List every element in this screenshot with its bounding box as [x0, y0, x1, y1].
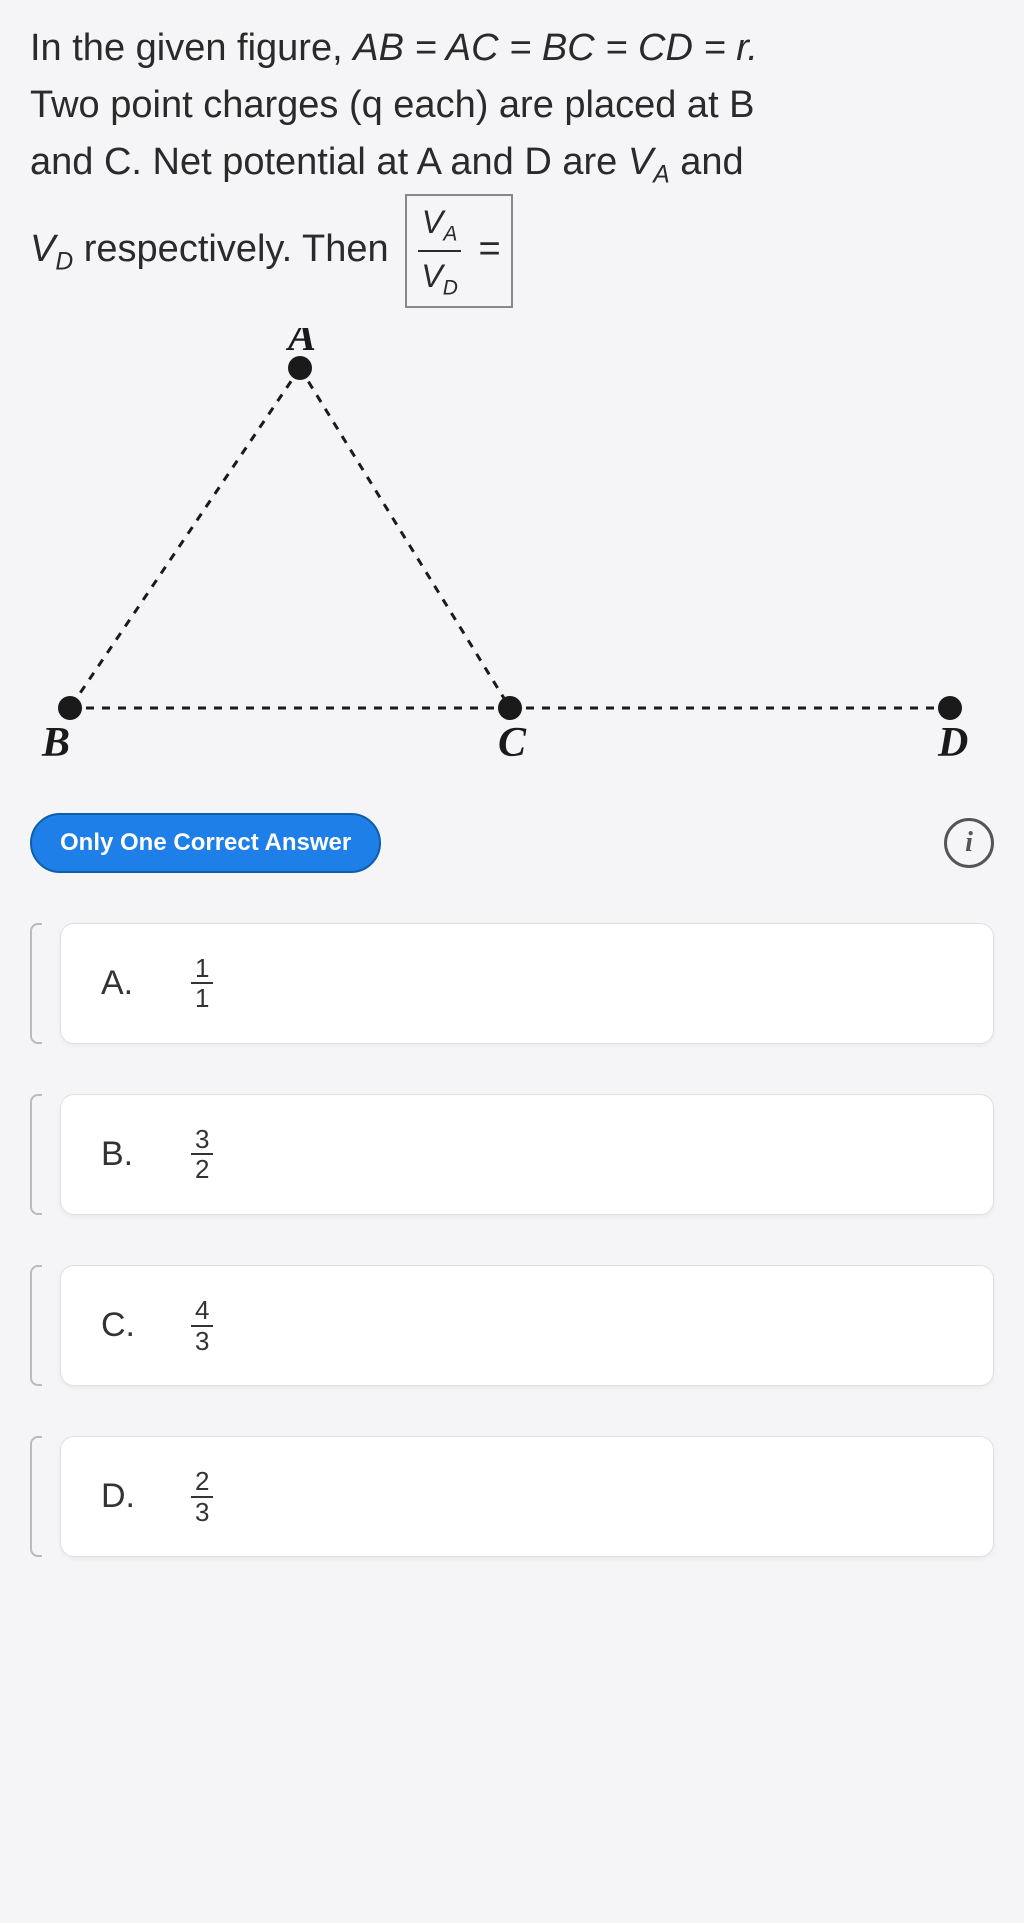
options-list: A. 11 B. 32 C. 43 D. 23	[30, 923, 994, 1558]
svg-text:A: A	[285, 328, 316, 360]
va: VA	[628, 141, 670, 183]
answer-type-badge: Only One Correct Answer	[30, 813, 381, 873]
option-value: 43	[191, 1296, 213, 1355]
diagram-svg: A B C D	[30, 328, 990, 768]
q-line3-prefix: and C. Net potential at A and D are	[30, 141, 628, 183]
svg-text:B: B	[41, 720, 70, 766]
ratio-fraction: VA VD	[417, 198, 462, 304]
q-line1-prefix: In the given figure,	[30, 27, 353, 69]
q-line4-mid: respectively. Then	[73, 228, 388, 270]
q-line2: Two point charges (q each) are placed at…	[30, 84, 755, 126]
option-box[interactable]: A. 11	[60, 923, 994, 1044]
option-handle	[30, 923, 42, 1044]
question-text: In the given figure, AB = AC = BC = CD =…	[30, 20, 994, 308]
option-value: 32	[191, 1125, 213, 1184]
vd: VD	[30, 228, 73, 270]
equals-sign: =	[478, 228, 500, 270]
option-box[interactable]: D. 23	[60, 1436, 994, 1557]
q-equation1: AB = AC = BC = CD = r.	[353, 27, 758, 69]
svg-text:C: C	[498, 720, 527, 766]
q-line3-suffix: and	[670, 141, 744, 183]
option-row: D. 23	[30, 1436, 994, 1557]
option-row: A. 11	[30, 923, 994, 1044]
option-box[interactable]: B. 32	[60, 1094, 994, 1215]
option-row: B. 32	[30, 1094, 994, 1215]
option-value: 23	[191, 1467, 213, 1526]
ratio-box: VA VD =	[405, 194, 512, 308]
svg-text:D: D	[937, 720, 968, 766]
option-handle	[30, 1094, 42, 1215]
answer-type-row: Only One Correct Answer i	[30, 813, 994, 873]
info-icon[interactable]: i	[944, 818, 994, 868]
option-row: C. 43	[30, 1265, 994, 1386]
option-letter: C.	[101, 1306, 141, 1345]
geometry-diagram: A B C D	[30, 328, 994, 773]
option-handle	[30, 1265, 42, 1386]
option-handle	[30, 1436, 42, 1557]
option-letter: B.	[101, 1135, 141, 1174]
option-letter: A.	[101, 964, 141, 1003]
option-box[interactable]: C. 43	[60, 1265, 994, 1386]
option-value: 11	[191, 954, 213, 1013]
option-letter: D.	[101, 1477, 141, 1516]
